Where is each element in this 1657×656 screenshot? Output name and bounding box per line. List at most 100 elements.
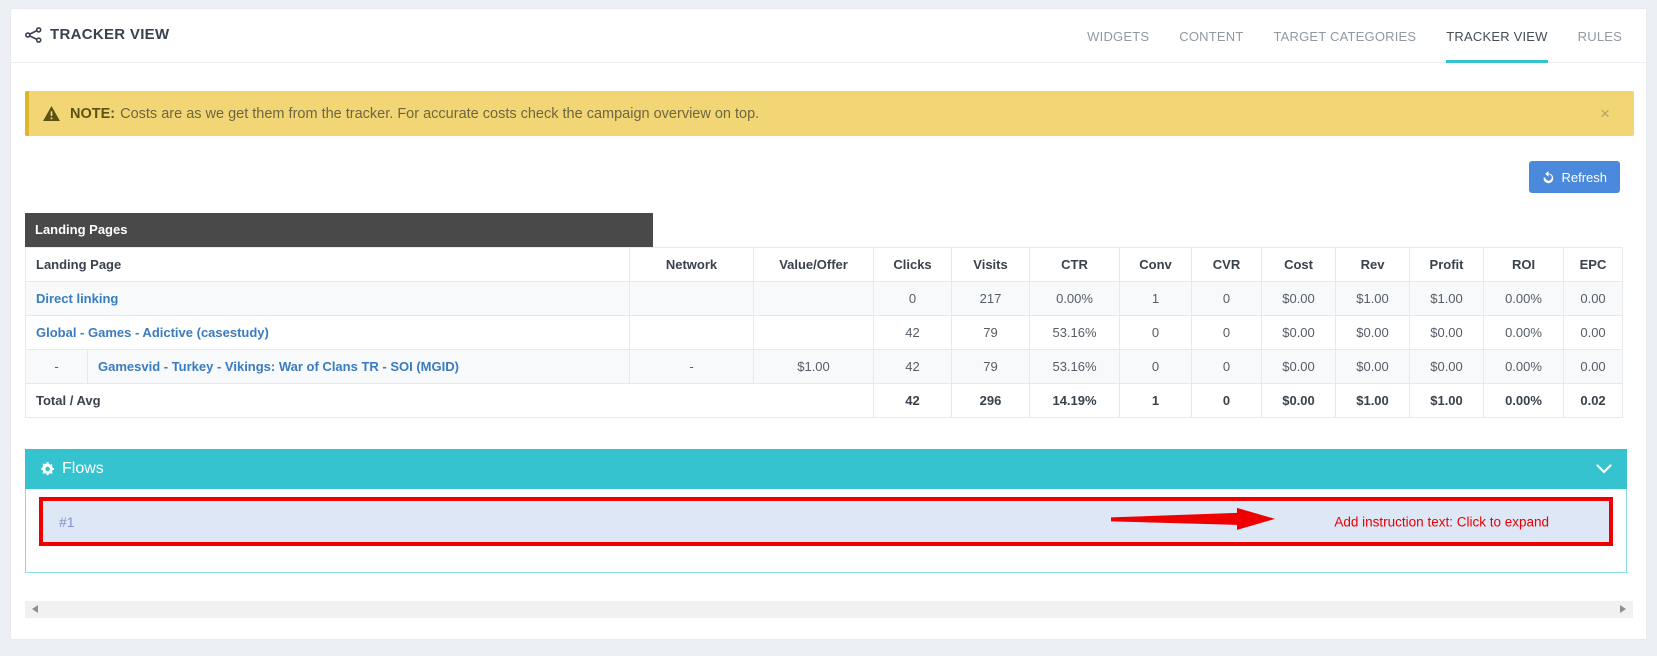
col-cvr: CVR bbox=[1191, 247, 1263, 282]
cell-epc: 0.00 bbox=[1563, 315, 1624, 350]
cell-ctr: 53.16% bbox=[1029, 349, 1121, 384]
cell-ctr: 53.16% bbox=[1029, 315, 1121, 350]
cell-cost: $0.00 bbox=[1261, 349, 1337, 384]
tab-target-categories[interactable]: TARGET CATEGORIES bbox=[1273, 29, 1417, 44]
cell-value bbox=[753, 315, 875, 350]
cell-conv: 1 bbox=[1119, 281, 1193, 316]
cell-rev: $0.00 bbox=[1335, 349, 1411, 384]
tab-rules[interactable]: RULES bbox=[1577, 29, 1622, 44]
table-row: Direct linking 0 217 0.00% 1 0 $0.00 $1.… bbox=[24, 281, 1624, 316]
note-banner: NOTE: Costs are as we get them from the … bbox=[25, 91, 1634, 136]
col-visits: Visits bbox=[951, 247, 1031, 282]
page-header: TRACKER VIEW WIDGETS CONTENT TARGET CATE… bbox=[11, 9, 1646, 63]
cell-clicks: 42 bbox=[873, 383, 953, 418]
flow-link[interactable]: #1 bbox=[59, 513, 75, 530]
flows-panel: Flows #1 Add instruction text: Click to … bbox=[25, 449, 1627, 573]
col-value-offer: Value/Offer bbox=[753, 247, 875, 282]
cell-total-label: Total / Avg bbox=[24, 383, 875, 418]
landing-page-link[interactable]: Gamesvid - Turkey - Vikings: War of Clan… bbox=[98, 359, 459, 374]
cell-epc: 0.00 bbox=[1563, 281, 1624, 316]
cell-value: $1.00 bbox=[753, 349, 875, 384]
cell-ctr: 0.00% bbox=[1029, 281, 1121, 316]
col-landing-page: Landing Page bbox=[24, 247, 631, 282]
cell-cvr: 0 bbox=[1191, 349, 1263, 384]
cell-visits: 79 bbox=[951, 315, 1031, 350]
cell-network bbox=[629, 315, 755, 350]
cell-ctr: 14.19% bbox=[1029, 383, 1121, 418]
share-alt-icon bbox=[25, 26, 42, 43]
cell-sub-dash: - bbox=[25, 349, 88, 384]
chevron-down-icon[interactable] bbox=[1596, 464, 1612, 474]
cell-cost: $0.00 bbox=[1261, 315, 1337, 350]
col-cost: Cost bbox=[1261, 247, 1337, 282]
landing-pages-caption: Landing Pages bbox=[25, 213, 653, 247]
cell-conv: 0 bbox=[1119, 349, 1193, 384]
horizontal-scrollbar[interactable] bbox=[25, 601, 1633, 618]
cell-visits: 79 bbox=[951, 349, 1031, 384]
flows-title: Flows bbox=[62, 460, 104, 477]
cell-epc: 0.02 bbox=[1563, 383, 1624, 418]
cell-clicks: 0 bbox=[873, 281, 953, 316]
tab-tracker-view[interactable]: TRACKER VIEW bbox=[1446, 9, 1548, 63]
page-title: TRACKER VIEW bbox=[25, 26, 169, 43]
cell-profit: $1.00 bbox=[1409, 383, 1485, 418]
main-card: TRACKER VIEW WIDGETS CONTENT TARGET CATE… bbox=[10, 8, 1647, 640]
col-roi: ROI bbox=[1483, 247, 1565, 282]
table-row: Global - Games - Adictive (casestudy) 42… bbox=[24, 315, 1624, 350]
cell-cvr: 0 bbox=[1191, 281, 1263, 316]
col-epc: EPC bbox=[1563, 247, 1624, 282]
cell-rev: $1.00 bbox=[1335, 383, 1411, 418]
annotation-arrow-icon bbox=[1111, 505, 1276, 536]
cell-epc: 0.00 bbox=[1563, 349, 1624, 384]
cell-roi: 0.00% bbox=[1483, 383, 1565, 418]
cell-profit: $0.00 bbox=[1409, 315, 1485, 350]
flows-body: #1 Add instruction text: Click to expand bbox=[25, 489, 1627, 573]
landing-page-link[interactable]: Global - Games - Adictive (casestudy) bbox=[36, 325, 269, 340]
cell-clicks: 42 bbox=[873, 349, 953, 384]
cell-profit: $1.00 bbox=[1409, 281, 1485, 316]
col-rev: Rev bbox=[1335, 247, 1411, 282]
note-label: NOTE: bbox=[70, 105, 116, 122]
table-header-row: Landing Page Network Value/Offer Clicks … bbox=[24, 247, 1624, 282]
landing-pages-table: Landing Page Network Value/Offer Clicks … bbox=[24, 247, 1624, 418]
tab-content[interactable]: CONTENT bbox=[1179, 29, 1244, 44]
cell-conv: 1 bbox=[1119, 383, 1193, 418]
cell-cvr: 0 bbox=[1191, 315, 1263, 350]
annotation-highlight-box: #1 Add instruction text: Click to expand bbox=[39, 497, 1613, 546]
refresh-button[interactable]: Refresh bbox=[1529, 161, 1620, 193]
landing-pages-section: Landing Pages Landing Page Network Value… bbox=[24, 213, 1624, 418]
scroll-right-icon[interactable] bbox=[1620, 605, 1626, 613]
cell-rev: $1.00 bbox=[1335, 281, 1411, 316]
col-clicks: Clicks bbox=[873, 247, 953, 282]
col-ctr: CTR bbox=[1029, 247, 1121, 282]
cell-clicks: 42 bbox=[873, 315, 953, 350]
annotation-text: Add instruction text: Click to expand bbox=[1334, 514, 1549, 529]
cell-cost: $0.00 bbox=[1261, 281, 1337, 316]
cell-network: - bbox=[629, 349, 755, 384]
cell-roi: 0.00% bbox=[1483, 281, 1565, 316]
cell-profit: $0.00 bbox=[1409, 349, 1485, 384]
top-nav: WIDGETS CONTENT TARGET CATEGORIES TRACKE… bbox=[1057, 9, 1622, 63]
landing-page-link[interactable]: Direct linking bbox=[36, 291, 119, 306]
flow-row[interactable]: #1 Add instruction text: Click to expand bbox=[43, 501, 1609, 542]
cell-roi: 0.00% bbox=[1483, 315, 1565, 350]
col-network: Network bbox=[629, 247, 755, 282]
note-text: Costs are as we get them from the tracke… bbox=[120, 105, 760, 122]
tab-widgets[interactable]: WIDGETS bbox=[1087, 29, 1150, 44]
table-total-row: Total / Avg 42 296 14.19% 1 0 $0.00 $1.0… bbox=[24, 383, 1624, 418]
cell-rev: $0.00 bbox=[1335, 315, 1411, 350]
scroll-left-icon[interactable] bbox=[32, 605, 38, 613]
refresh-label: Refresh bbox=[1561, 169, 1607, 185]
close-icon[interactable]: × bbox=[1600, 104, 1610, 123]
col-conv: Conv bbox=[1119, 247, 1193, 282]
cell-cvr: 0 bbox=[1191, 383, 1263, 418]
flows-header[interactable]: Flows bbox=[25, 449, 1627, 489]
cell-network bbox=[629, 281, 755, 316]
cell-roi: 0.00% bbox=[1483, 349, 1565, 384]
cell-cost: $0.00 bbox=[1261, 383, 1337, 418]
col-profit: Profit bbox=[1409, 247, 1485, 282]
gear-icon bbox=[40, 462, 54, 476]
cell-conv: 0 bbox=[1119, 315, 1193, 350]
cell-visits: 217 bbox=[951, 281, 1031, 316]
